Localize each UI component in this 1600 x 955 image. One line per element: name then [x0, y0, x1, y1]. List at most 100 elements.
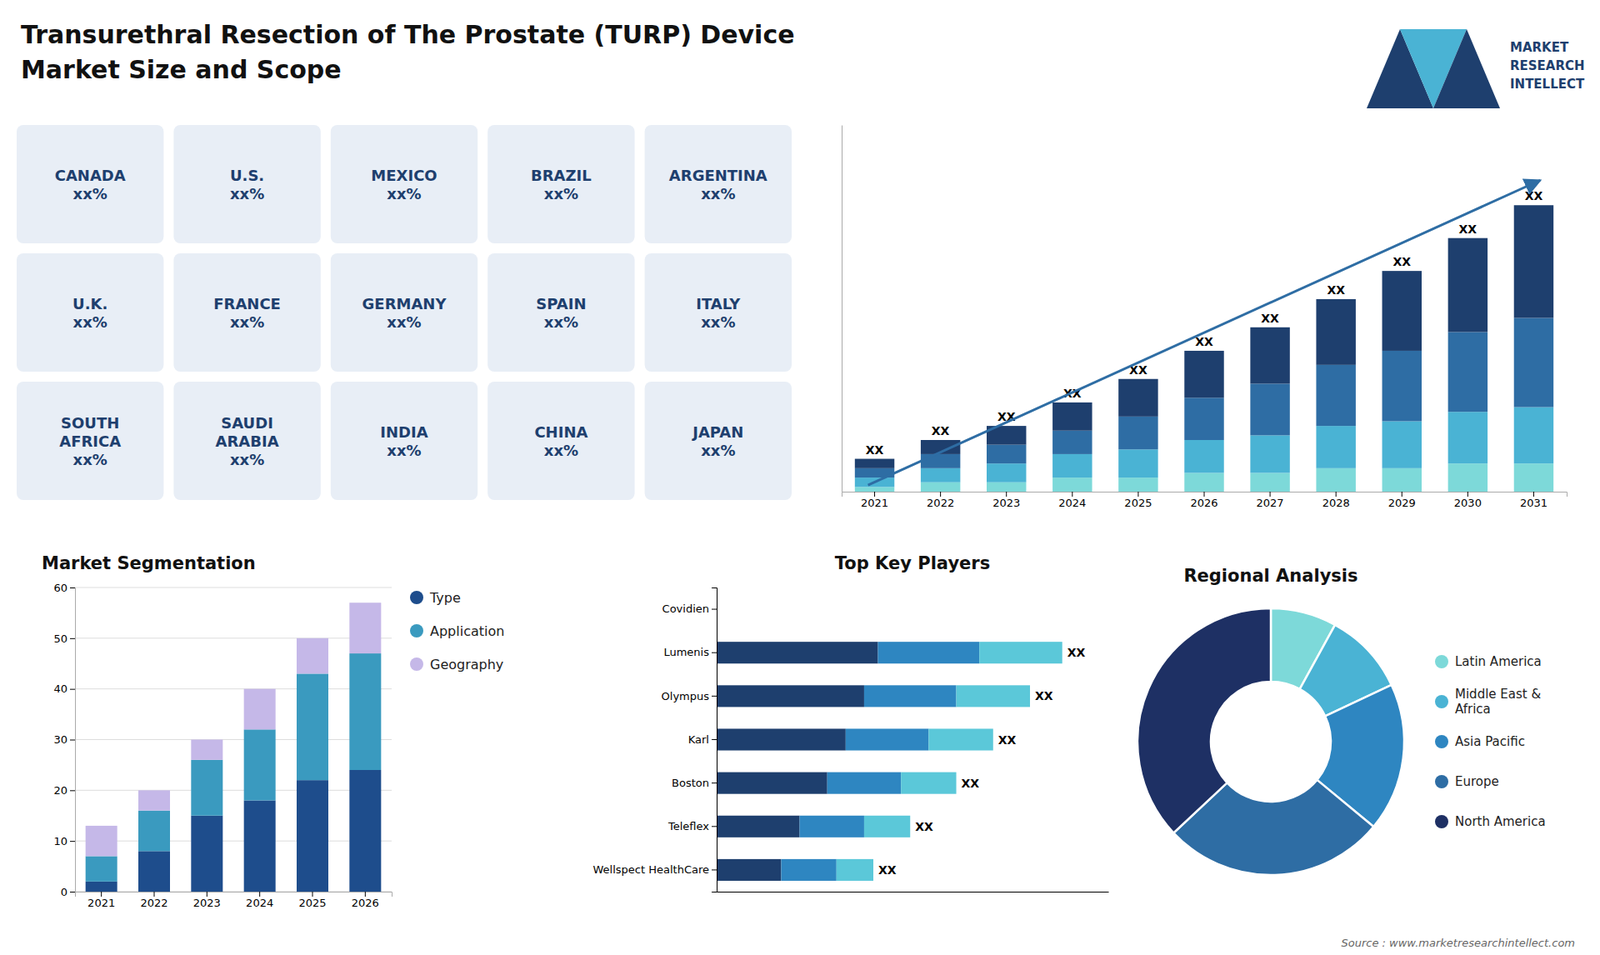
tick-label: 2031: [1520, 496, 1548, 510]
tick: 2025: [1124, 491, 1152, 510]
tick: 40: [53, 682, 75, 695]
bar: [1448, 463, 1488, 492]
text-line: ARABIA: [215, 432, 280, 450]
logo-text: RESEARCH: [1510, 58, 1585, 74]
tick-mark: [711, 695, 717, 697]
data-annotation: XX: [1525, 189, 1544, 203]
bar: [1315, 365, 1355, 426]
tick: 2022: [140, 891, 168, 910]
data-annotation: XX: [1326, 283, 1345, 297]
tick-label: 2025: [1124, 496, 1152, 510]
bar: [1250, 383, 1290, 435]
tick: 2021: [860, 491, 889, 510]
tick-label: 2026: [351, 896, 380, 910]
map-label: GERMANYxx%: [362, 295, 448, 331]
text-line: U.S.: [230, 166, 265, 185]
text-line: xx%: [700, 441, 735, 460]
data-annotation: XX: [878, 863, 897, 877]
map-tile: [16, 125, 164, 244]
legend-label: Europe: [1455, 774, 1500, 790]
tick: Teleflex: [667, 820, 717, 833]
bar: [900, 772, 956, 795]
bar: [716, 859, 781, 881]
map-label: MEXICOxx%: [370, 166, 437, 203]
text-line: Africa: [1455, 701, 1491, 717]
legend: Latin AmericaMiddle East &AfricaAsia Pac…: [1435, 654, 1546, 830]
data-annotation: XX: [1195, 335, 1214, 349]
bar: [85, 825, 118, 857]
text-line: CANADA: [55, 166, 126, 185]
bar: [716, 815, 800, 838]
text-line: INDIA: [380, 423, 428, 441]
tick-mark: [1204, 491, 1205, 497]
map-tile: [645, 125, 792, 244]
bar: [836, 859, 874, 881]
bar: [1514, 205, 1554, 318]
chart-title: Regional Analysis: [1183, 565, 1358, 586]
map-label: SOUTHAFRICAxx%: [59, 414, 121, 469]
data-annotation: XX: [865, 443, 885, 457]
map-label: INDIAxx%: [380, 423, 428, 460]
bar: [800, 815, 865, 838]
tick-mark: [1005, 491, 1007, 497]
tick-mark: [874, 491, 875, 497]
subtitle: Market Size and Scope: [20, 55, 342, 85]
tick-mark: [711, 825, 717, 827]
tick-label: 2023: [992, 496, 1020, 510]
data-annotation: XX: [1392, 255, 1411, 269]
tick: 30: [53, 733, 75, 746]
tick-mark: [70, 790, 75, 791]
bar: [986, 463, 1026, 483]
bar: [716, 685, 865, 707]
tick-label: 50: [53, 631, 68, 645]
legend-label: Application: [430, 623, 505, 640]
bar: [827, 772, 901, 795]
bar: [780, 859, 836, 881]
tick-mark: [940, 491, 941, 497]
data-annotation: XX: [931, 424, 950, 438]
tick-label: Boston: [671, 776, 710, 790]
axis: [841, 125, 843, 493]
tick: 2022: [926, 491, 955, 510]
bar: [1514, 463, 1554, 492]
bar: [190, 815, 223, 892]
tick: Covidien: [662, 602, 717, 615]
bar: [864, 685, 957, 707]
bars: [855, 205, 1554, 492]
bar: [1118, 477, 1158, 492]
map-label: CHINAxx%: [534, 423, 588, 460]
text-line: xx%: [73, 450, 108, 469]
tick-mark: [70, 638, 75, 640]
tick: 2030: [1454, 491, 1482, 510]
tick: 2028: [1322, 491, 1350, 510]
bar: [855, 459, 895, 469]
bar: [1118, 449, 1158, 478]
bar: [1315, 299, 1355, 365]
axis: 202120222023202420252026: [75, 891, 393, 910]
tick: 2023: [992, 491, 1020, 510]
tick-mark: [259, 891, 260, 897]
text-line: SPAIN: [535, 295, 586, 313]
tick-label: 2024: [1058, 496, 1086, 510]
bar: [349, 770, 381, 892]
tick-label: Wellspect HealthCare: [592, 863, 710, 876]
tick: Lumenis: [663, 645, 717, 659]
tick-mark: [312, 891, 314, 897]
axis: 0102030405060: [53, 581, 75, 899]
map-label: ITALYxx%: [695, 295, 741, 331]
tick: Olympus: [661, 690, 717, 703]
text-line: xx%: [544, 185, 579, 203]
tick: 2025: [298, 891, 326, 910]
infographic: Transurethral Resection of The Prostate …: [0, 0, 1600, 955]
map-tile: [645, 253, 792, 372]
grid-line: [75, 587, 392, 589]
legend-marker: [1435, 815, 1449, 829]
map-tile: [330, 125, 478, 244]
logo-shape: [1433, 29, 1500, 109]
annotations: XXXXXXXXXXXXXXXXXXXXXX: [865, 189, 1544, 456]
data-annotation: XX: [1260, 311, 1280, 325]
axis-line: [717, 891, 1110, 893]
bar: [1118, 379, 1158, 417]
tick-mark: [711, 609, 717, 610]
axis: [717, 891, 1110, 893]
